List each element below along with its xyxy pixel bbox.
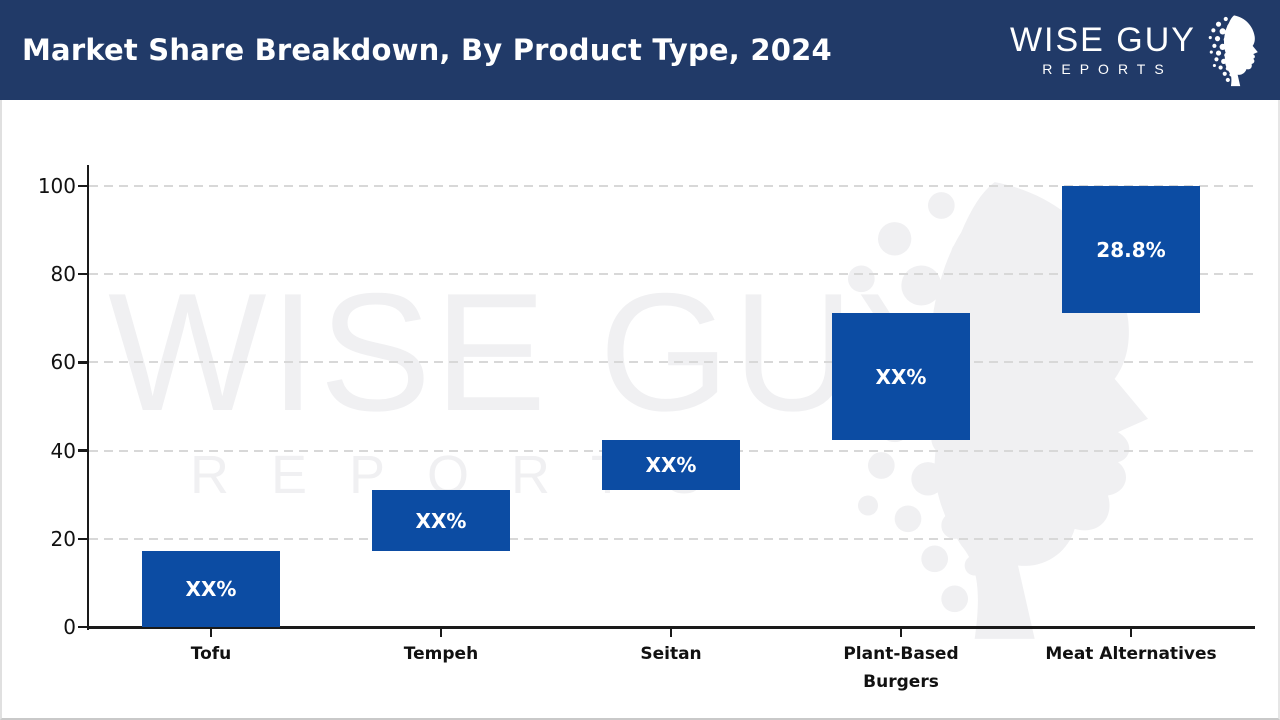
x-axis	[86, 626, 1255, 629]
category-label: Tofu	[190, 644, 232, 664]
y-tick-label: 100	[37, 174, 76, 198]
bar-seitan: XX%	[602, 440, 740, 491]
watermark-wordmark: WISE GUY	[108, 258, 973, 446]
bar-value-label: XX%	[415, 508, 467, 533]
y-tick-label: 20	[50, 526, 76, 551]
bar-value-label: XX%	[185, 577, 237, 602]
bar-plant-based-burgers: XX%	[832, 313, 970, 440]
y-tick	[78, 449, 87, 452]
y-tick	[78, 184, 87, 188]
y-tick	[78, 625, 87, 629]
y-tick-label: 60	[50, 350, 76, 375]
y-tick-label: 40	[50, 438, 76, 463]
y-tick	[78, 361, 87, 364]
y-tick-label: 80	[50, 262, 76, 287]
category-label: Plant-Based Burgers	[843, 644, 959, 693]
brand-logo: WISE GUY REPORTS	[1010, 9, 1264, 91]
x-tick	[1129, 628, 1133, 637]
y-tick	[78, 537, 87, 540]
x-tick	[899, 628, 903, 637]
gridline	[89, 185, 1255, 187]
x-tick	[209, 628, 213, 637]
gridline	[89, 361, 1255, 364]
y-axis	[86, 165, 89, 630]
category-label: Meat Alternatives	[1045, 644, 1217, 664]
bar-value-label: XX%	[875, 364, 927, 389]
gridline	[89, 273, 1255, 276]
x-tick	[439, 628, 443, 637]
logo-face-icon	[1202, 9, 1264, 91]
category-label: Seitan	[640, 644, 702, 664]
y-tick-label: 0	[63, 615, 76, 639]
bar-tempeh: XX%	[372, 490, 510, 552]
bar-tofu: XX%	[142, 551, 280, 627]
logo-wordmark: WISE GUY	[1009, 21, 1196, 59]
gridline	[89, 537, 1255, 540]
category-label: Tempeh	[403, 644, 479, 664]
header: Market Share Breakdown, By Product Type,…	[0, 0, 1280, 100]
bar-value-label: XX%	[645, 453, 697, 478]
bar-value-label: 28.8%	[1096, 237, 1166, 262]
y-tick	[78, 273, 87, 276]
bar-meat-alternatives: 28.8%	[1062, 186, 1200, 313]
page-title: Market Share Breakdown, By Product Type,…	[22, 33, 832, 67]
logo-subtext: REPORTS	[1042, 61, 1173, 77]
x-tick	[669, 628, 673, 637]
